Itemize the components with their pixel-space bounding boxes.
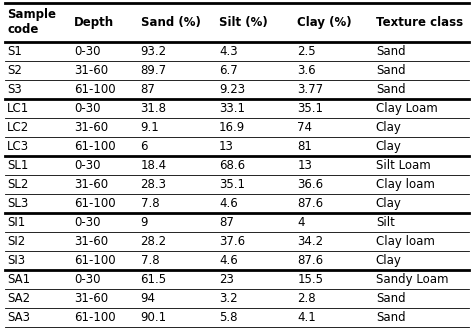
Text: 6: 6 (141, 140, 148, 153)
Text: 0-30: 0-30 (74, 216, 100, 229)
Text: 18.4: 18.4 (141, 159, 167, 172)
Text: 0-30: 0-30 (74, 273, 100, 286)
Text: 2.8: 2.8 (297, 292, 316, 305)
Text: Sand: Sand (376, 311, 405, 324)
Text: Clay: Clay (376, 121, 401, 134)
Text: 34.2: 34.2 (297, 235, 324, 248)
Text: Silt (%): Silt (%) (219, 16, 268, 29)
Text: Sand (%): Sand (%) (141, 16, 201, 29)
Text: 4: 4 (297, 216, 305, 229)
Text: 23: 23 (219, 273, 234, 286)
Text: SI1: SI1 (7, 216, 25, 229)
Text: Clay: Clay (376, 197, 401, 210)
Text: 16.9: 16.9 (219, 121, 245, 134)
Text: LC3: LC3 (7, 140, 29, 153)
Text: SA1: SA1 (7, 273, 30, 286)
Text: 61-100: 61-100 (74, 254, 116, 267)
Text: Clay loam: Clay loam (376, 178, 435, 191)
Text: 9.23: 9.23 (219, 82, 245, 96)
Text: 74: 74 (297, 121, 312, 134)
Text: 31-60: 31-60 (74, 64, 108, 77)
Text: S1: S1 (7, 45, 22, 58)
Text: 61-100: 61-100 (74, 140, 116, 153)
Text: 61-100: 61-100 (74, 197, 116, 210)
Text: 94: 94 (141, 292, 155, 305)
Text: 31.8: 31.8 (141, 102, 167, 115)
Text: 15.5: 15.5 (297, 273, 323, 286)
Text: 61-100: 61-100 (74, 311, 116, 324)
Text: 31-60: 31-60 (74, 178, 108, 191)
Text: SA2: SA2 (7, 292, 30, 305)
Text: 28.2: 28.2 (141, 235, 167, 248)
Text: Sandy Loam: Sandy Loam (376, 273, 448, 286)
Text: 31-60: 31-60 (74, 121, 108, 134)
Text: 87.6: 87.6 (297, 197, 324, 210)
Text: 28.3: 28.3 (141, 178, 167, 191)
Text: Sand: Sand (376, 292, 405, 305)
Text: Sample
code: Sample code (7, 9, 56, 37)
Text: 68.6: 68.6 (219, 159, 245, 172)
Text: SL2: SL2 (7, 178, 28, 191)
Text: 87: 87 (141, 82, 155, 96)
Text: 37.6: 37.6 (219, 235, 245, 248)
Text: 3.77: 3.77 (297, 82, 324, 96)
Text: S2: S2 (7, 64, 22, 77)
Text: Texture class: Texture class (376, 16, 463, 29)
Text: 87: 87 (219, 216, 234, 229)
Text: 35.1: 35.1 (219, 178, 245, 191)
Text: SL3: SL3 (7, 197, 28, 210)
Text: 3.2: 3.2 (219, 292, 237, 305)
Text: 89.7: 89.7 (141, 64, 167, 77)
Text: 5.8: 5.8 (219, 311, 237, 324)
Text: 7.8: 7.8 (141, 254, 159, 267)
Text: Clay (%): Clay (%) (297, 16, 352, 29)
Text: 4.6: 4.6 (219, 197, 238, 210)
Text: S3: S3 (7, 82, 22, 96)
Text: 4.3: 4.3 (219, 45, 237, 58)
Text: Clay loam: Clay loam (376, 235, 435, 248)
Text: 9.1: 9.1 (141, 121, 159, 134)
Text: 61.5: 61.5 (141, 273, 167, 286)
Text: 61-100: 61-100 (74, 82, 116, 96)
Text: 0-30: 0-30 (74, 102, 100, 115)
Text: SI3: SI3 (7, 254, 25, 267)
Text: Clay Loam: Clay Loam (376, 102, 438, 115)
Text: 36.6: 36.6 (297, 178, 324, 191)
Text: 2.5: 2.5 (297, 45, 316, 58)
Text: 7.8: 7.8 (141, 197, 159, 210)
Text: 13: 13 (219, 140, 234, 153)
Text: 4.1: 4.1 (297, 311, 316, 324)
Text: Depth: Depth (74, 16, 114, 29)
Text: 35.1: 35.1 (297, 102, 323, 115)
Text: Sand: Sand (376, 82, 405, 96)
Text: 31-60: 31-60 (74, 235, 108, 248)
Text: 3.6: 3.6 (297, 64, 316, 77)
Text: LC2: LC2 (7, 121, 29, 134)
Text: 31-60: 31-60 (74, 292, 108, 305)
Text: Clay: Clay (376, 140, 401, 153)
Text: 0-30: 0-30 (74, 159, 100, 172)
Text: Silt: Silt (376, 216, 395, 229)
Text: 87.6: 87.6 (297, 254, 324, 267)
Text: Clay: Clay (376, 254, 401, 267)
Text: SI2: SI2 (7, 235, 25, 248)
Text: 4.6: 4.6 (219, 254, 238, 267)
Text: 9: 9 (141, 216, 148, 229)
Text: 90.1: 90.1 (141, 311, 167, 324)
Text: 6.7: 6.7 (219, 64, 238, 77)
Text: Sand: Sand (376, 45, 405, 58)
Text: SL1: SL1 (7, 159, 28, 172)
Text: 0-30: 0-30 (74, 45, 100, 58)
Text: SA3: SA3 (7, 311, 30, 324)
Text: 33.1: 33.1 (219, 102, 245, 115)
Text: 81: 81 (297, 140, 312, 153)
Text: LC1: LC1 (7, 102, 29, 115)
Text: 13: 13 (297, 159, 312, 172)
Text: 93.2: 93.2 (141, 45, 167, 58)
Text: Silt Loam: Silt Loam (376, 159, 430, 172)
Text: Sand: Sand (376, 64, 405, 77)
